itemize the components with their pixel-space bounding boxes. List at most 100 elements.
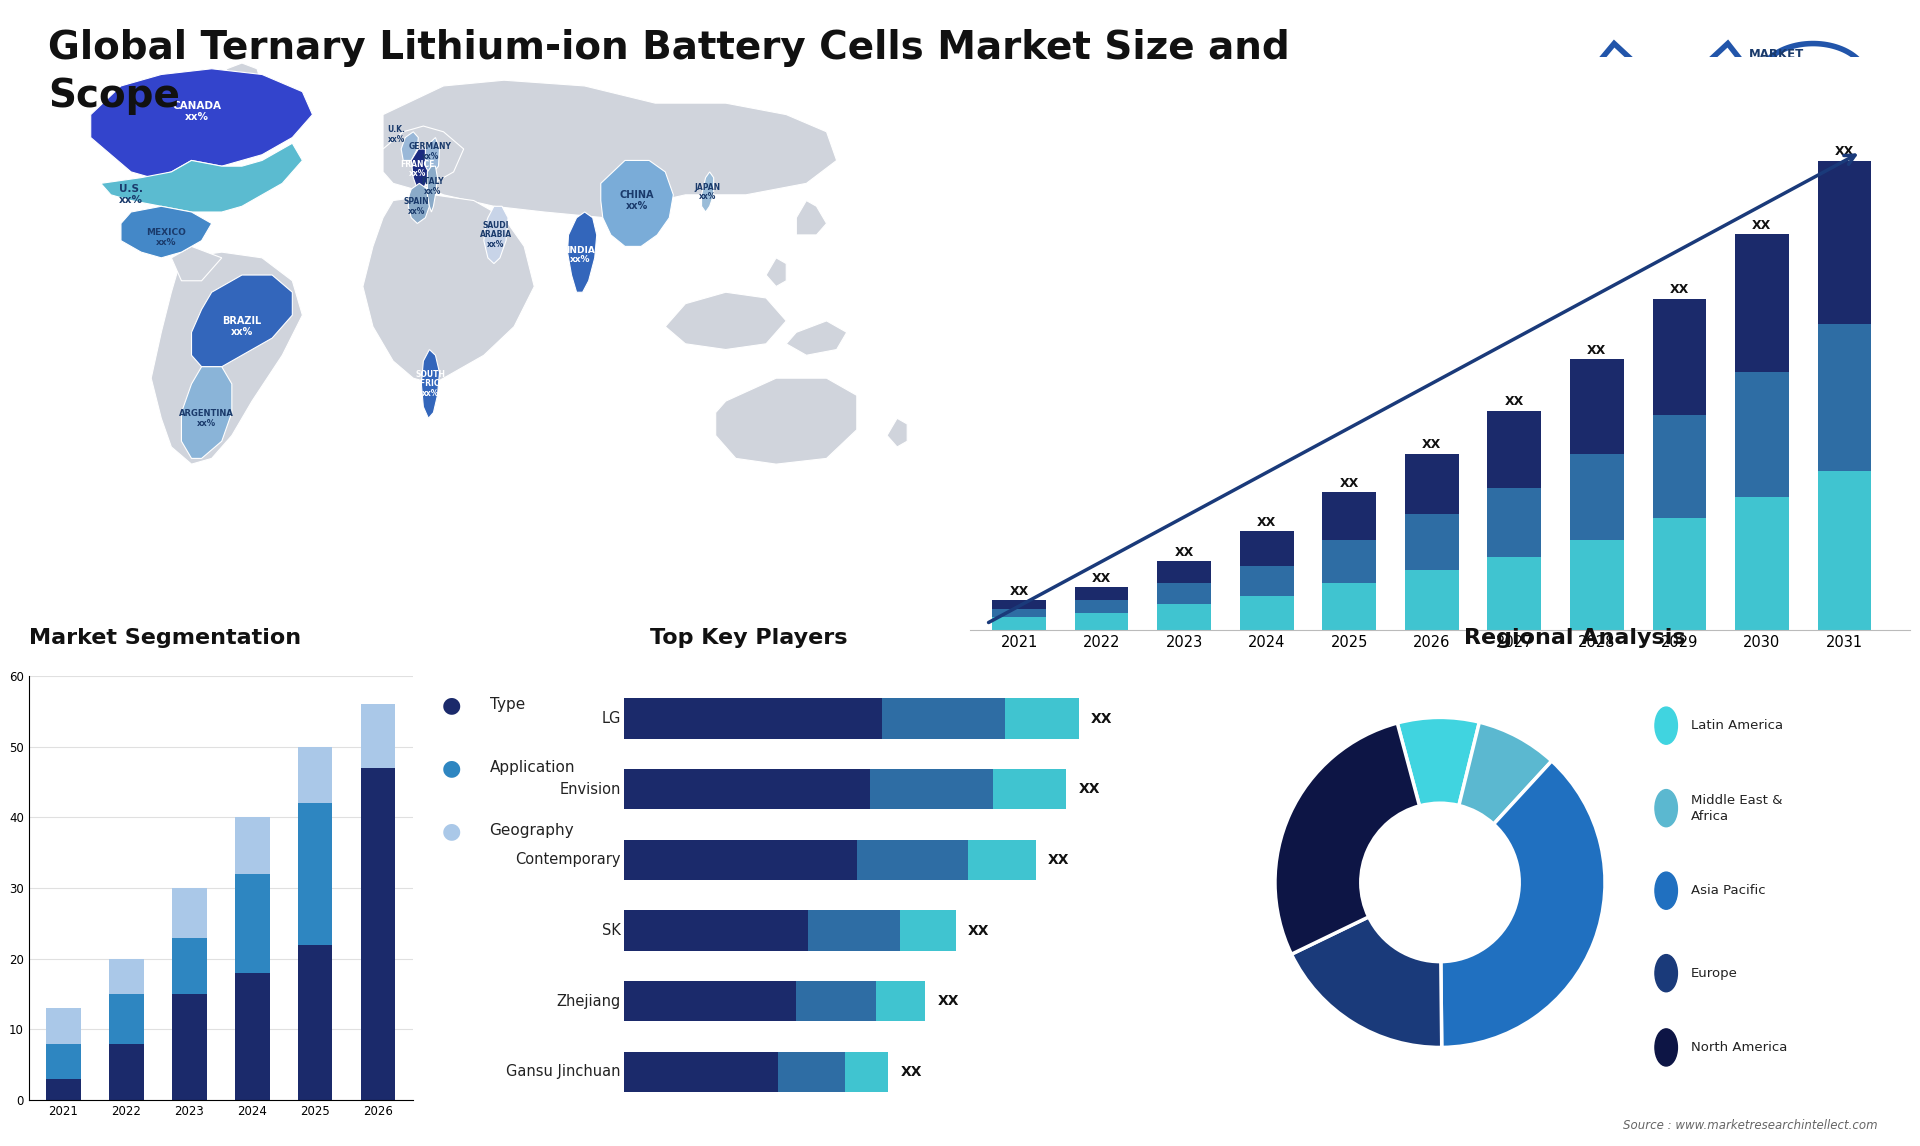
Bar	[1158, 562, 1212, 583]
Text: SPAIN
xx%: SPAIN xx%	[403, 197, 428, 215]
Polygon shape	[701, 172, 714, 212]
Bar	[361, 768, 396, 1100]
Bar	[1075, 587, 1129, 601]
Text: XX: XX	[1670, 283, 1690, 297]
Circle shape	[1655, 790, 1678, 826]
Bar	[1158, 583, 1212, 604]
Polygon shape	[171, 246, 221, 281]
Polygon shape	[401, 132, 419, 160]
Bar	[797, 981, 876, 1021]
Text: XX: XX	[1505, 395, 1524, 408]
Bar	[234, 817, 269, 874]
Bar	[1075, 613, 1129, 630]
Text: XX: XX	[937, 995, 958, 1008]
Bar	[900, 910, 956, 951]
Bar	[993, 609, 1046, 618]
Bar	[1736, 371, 1789, 496]
Bar	[46, 1008, 81, 1044]
Bar	[1405, 570, 1459, 630]
Bar	[1240, 566, 1294, 596]
Polygon shape	[426, 138, 440, 172]
Text: ITALY
xx%: ITALY xx%	[420, 176, 444, 196]
Text: Geography: Geography	[490, 823, 574, 839]
Text: ●: ●	[442, 758, 461, 778]
Bar	[234, 874, 269, 973]
Bar	[1488, 410, 1542, 488]
Bar	[298, 747, 332, 803]
Text: Source : www.marketresearchintellect.com: Source : www.marketresearchintellect.com	[1622, 1120, 1878, 1132]
Text: Type: Type	[490, 697, 524, 713]
Text: LG: LG	[601, 711, 620, 727]
Bar	[298, 944, 332, 1100]
Bar	[173, 888, 207, 937]
Bar	[1571, 540, 1624, 630]
Bar	[1075, 601, 1129, 613]
Bar	[1405, 513, 1459, 570]
Polygon shape	[121, 206, 211, 258]
Text: JAPAN
xx%: JAPAN xx%	[695, 182, 720, 202]
Text: GERMANY
xx%: GERMANY xx%	[409, 142, 451, 162]
Bar	[1571, 454, 1624, 540]
Bar	[624, 698, 881, 739]
Text: XX: XX	[1753, 219, 1772, 231]
Text: Gansu Jinchuan: Gansu Jinchuan	[507, 1065, 620, 1080]
Circle shape	[1655, 707, 1678, 744]
Text: Regional Analysis: Regional Analysis	[1463, 628, 1686, 647]
Circle shape	[1655, 955, 1678, 991]
Text: SOUTH
AFRICA
xx%: SOUTH AFRICA xx%	[415, 370, 445, 398]
Bar	[46, 1044, 81, 1080]
Text: Application: Application	[490, 760, 576, 776]
Bar	[1240, 532, 1294, 566]
Polygon shape	[409, 183, 430, 223]
Bar	[1736, 496, 1789, 630]
Text: CANADA
xx%: CANADA xx%	[173, 101, 221, 123]
Bar	[1488, 488, 1542, 557]
Bar	[173, 937, 207, 994]
Text: XX: XX	[900, 1065, 922, 1078]
Polygon shape	[102, 143, 301, 212]
Text: XX: XX	[1423, 439, 1442, 452]
Polygon shape	[484, 206, 509, 264]
Polygon shape	[666, 292, 787, 350]
Circle shape	[1655, 1029, 1678, 1066]
Polygon shape	[192, 275, 292, 367]
Text: FRANCE
xx%: FRANCE xx%	[399, 159, 434, 179]
Polygon shape	[787, 321, 847, 355]
Bar	[1818, 324, 1872, 471]
Text: XX: XX	[1079, 783, 1100, 796]
Text: ●: ●	[442, 821, 461, 841]
Text: INDIA
xx%: INDIA xx%	[566, 245, 595, 265]
Bar	[109, 994, 144, 1044]
Polygon shape	[887, 418, 908, 447]
Bar	[1818, 471, 1872, 630]
Bar	[993, 618, 1046, 630]
Text: XX: XX	[1258, 516, 1277, 529]
Bar	[173, 994, 207, 1100]
Polygon shape	[384, 126, 465, 189]
Bar	[109, 1044, 144, 1100]
Bar	[109, 959, 144, 994]
Polygon shape	[363, 195, 534, 384]
Bar	[1240, 596, 1294, 630]
Text: Top Key Players: Top Key Players	[651, 628, 847, 647]
Wedge shape	[1292, 917, 1442, 1047]
Text: North America: North America	[1692, 1041, 1788, 1054]
Text: XX: XX	[1092, 572, 1112, 586]
Bar	[1653, 415, 1707, 518]
Text: Asia Pacific: Asia Pacific	[1692, 885, 1766, 897]
Text: Middle East &
Africa: Middle East & Africa	[1692, 794, 1782, 823]
Text: XX: XX	[1340, 477, 1359, 490]
Bar	[881, 698, 1004, 739]
Text: Envision: Envision	[559, 782, 620, 796]
Bar	[870, 769, 993, 809]
Bar	[624, 840, 858, 880]
Polygon shape	[428, 166, 438, 212]
Bar	[1653, 518, 1707, 630]
Text: INTELLECT: INTELLECT	[1749, 101, 1820, 113]
Text: Contemporary: Contemporary	[515, 853, 620, 868]
Polygon shape	[766, 258, 787, 286]
Polygon shape	[217, 63, 261, 109]
Bar	[1004, 698, 1079, 739]
Bar	[1323, 540, 1377, 583]
Bar	[624, 910, 808, 951]
